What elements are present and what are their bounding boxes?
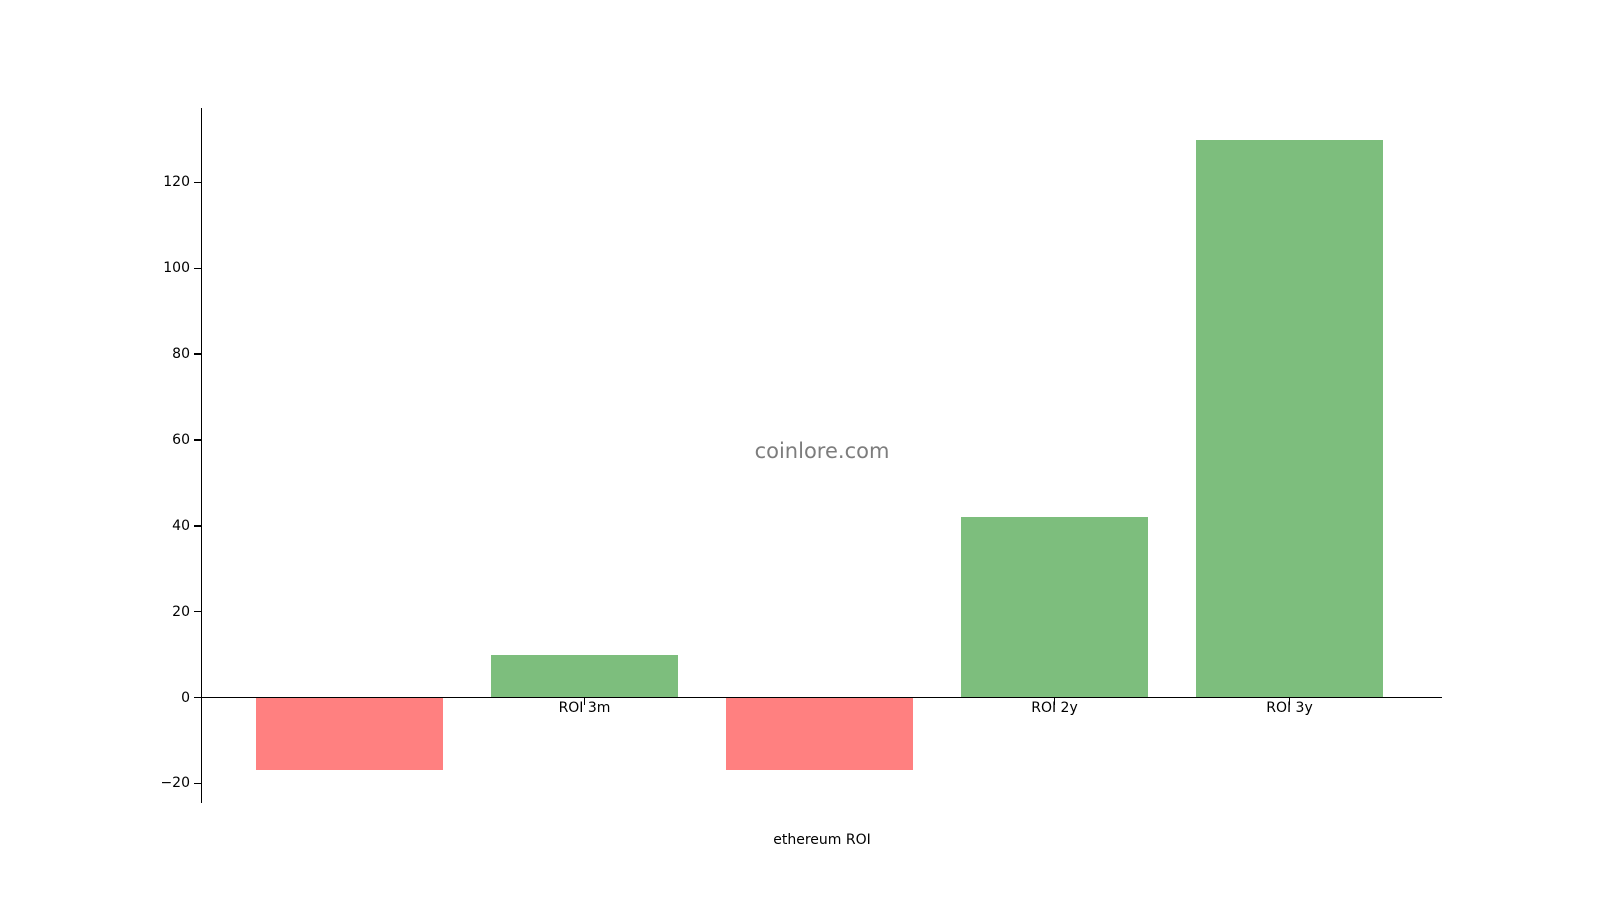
y-tick-mark--20: [193, 782, 202, 785]
y-tick-mark-80: [193, 353, 202, 355]
x-tick-mark-ROI 2y: [1053, 696, 1056, 705]
y-tick-mark-20: [193, 610, 202, 613]
x-tick-mark-ROI 3m: [583, 696, 586, 705]
x-tick-mark-ROI 3y: [1288, 696, 1291, 705]
y-tick-label-100: 100: [163, 260, 190, 277]
y-tick-mark-120: [193, 181, 202, 184]
y-tick-label-40: 40: [172, 517, 190, 534]
y-tick-mark-0: [193, 696, 202, 699]
y-tick-label-0: 0: [181, 689, 190, 706]
bar-ROI 3y: [1196, 139, 1383, 698]
bar-ROI 2y: [961, 517, 1148, 698]
y-tick-mark-100: [193, 267, 202, 270]
y-tick-label-60: 60: [172, 431, 190, 448]
bar-ROI 3m: [491, 654, 678, 698]
y-tick-label-20: 20: [172, 603, 190, 620]
x-axis-title: ethereum ROI: [773, 832, 871, 848]
y-tick-label-120: 120: [163, 174, 190, 191]
y-tick-mark-60: [193, 439, 202, 441]
y-tick-label--20: −20: [160, 775, 190, 792]
x-tick-label-ROI 3m: ROI 3m: [558, 700, 611, 716]
y-tick-mark-40: [193, 525, 202, 527]
x-tick-label-ROI 2y: ROI 2y: [1031, 700, 1078, 716]
coinlore-watermark: coinlore.com: [754, 439, 890, 463]
x-tick-label-ROI 3y: ROI 3y: [1266, 700, 1313, 716]
bar-roi-2: [726, 697, 913, 771]
y-tick-label-80: 80: [172, 346, 190, 363]
bar-roi-0: [256, 697, 443, 771]
